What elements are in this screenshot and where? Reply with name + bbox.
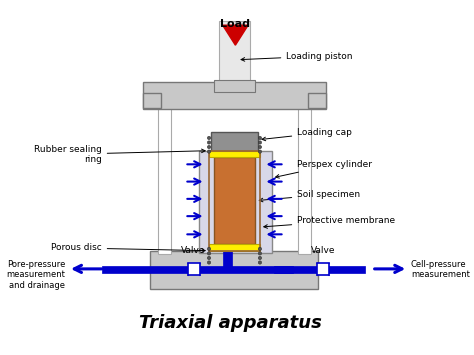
Text: Protective membrane: Protective membrane bbox=[264, 216, 395, 228]
Text: Pore-pressure
measurement
and drainage: Pore-pressure measurement and drainage bbox=[7, 260, 65, 290]
Bar bbox=[102, 266, 292, 273]
Bar bbox=[158, 100, 171, 254]
Text: Rubber sealing
ring: Rubber sealing ring bbox=[34, 144, 205, 164]
Text: Triaxial apparatus: Triaxial apparatus bbox=[139, 314, 322, 332]
Circle shape bbox=[208, 150, 210, 153]
Circle shape bbox=[208, 146, 210, 149]
Text: Valve: Valve bbox=[182, 246, 206, 255]
Circle shape bbox=[208, 247, 210, 251]
Circle shape bbox=[258, 141, 262, 144]
Circle shape bbox=[208, 141, 210, 144]
Bar bbox=[274, 266, 365, 273]
Bar bbox=[308, 93, 326, 108]
Text: Loading piston: Loading piston bbox=[241, 51, 353, 61]
Bar bbox=[209, 151, 260, 251]
Circle shape bbox=[258, 261, 262, 264]
Bar bbox=[223, 251, 232, 267]
Bar bbox=[209, 151, 260, 157]
Text: Cell-pressure
measurement: Cell-pressure measurement bbox=[411, 260, 470, 279]
Bar bbox=[211, 132, 258, 154]
Text: Perspex cylinder: Perspex cylinder bbox=[275, 160, 372, 178]
Bar bbox=[143, 82, 326, 109]
Text: Load: Load bbox=[220, 19, 250, 29]
Bar bbox=[317, 263, 329, 275]
Circle shape bbox=[258, 252, 262, 255]
Bar bbox=[188, 263, 200, 275]
Circle shape bbox=[208, 261, 210, 264]
Text: Valve: Valve bbox=[310, 246, 335, 255]
Circle shape bbox=[258, 136, 262, 140]
Text: Soil specimen: Soil specimen bbox=[259, 190, 360, 202]
Bar bbox=[298, 100, 311, 254]
Circle shape bbox=[258, 256, 262, 260]
Circle shape bbox=[258, 146, 262, 149]
Circle shape bbox=[208, 252, 210, 255]
Circle shape bbox=[208, 136, 210, 140]
Bar bbox=[199, 151, 272, 252]
Circle shape bbox=[208, 256, 210, 260]
Text: Loading cap: Loading cap bbox=[262, 128, 352, 141]
Text: Porous disc: Porous disc bbox=[51, 244, 205, 252]
Bar bbox=[214, 157, 255, 244]
Bar bbox=[219, 21, 250, 88]
Bar bbox=[214, 80, 255, 93]
Bar bbox=[143, 93, 161, 108]
Circle shape bbox=[258, 247, 262, 251]
Circle shape bbox=[258, 150, 262, 153]
Bar bbox=[150, 251, 318, 289]
Bar bbox=[209, 244, 260, 251]
Polygon shape bbox=[223, 25, 248, 45]
